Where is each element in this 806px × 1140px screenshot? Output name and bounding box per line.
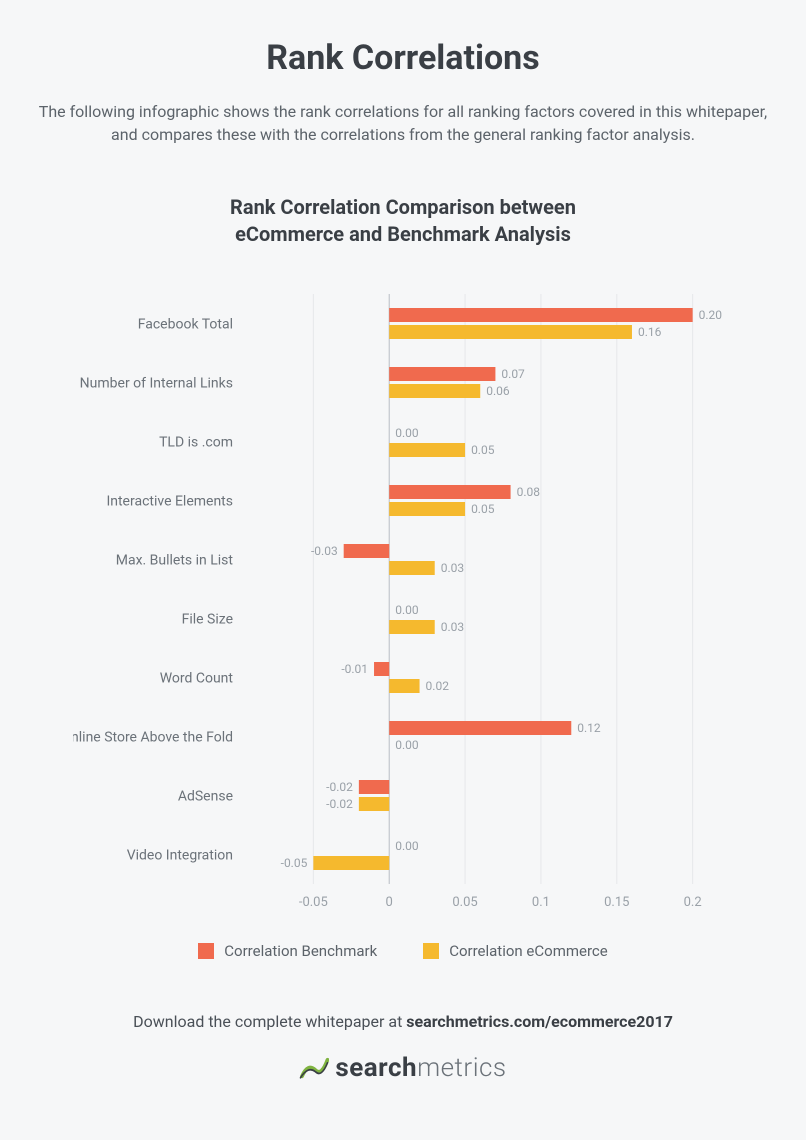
chart-title: Rank Correlation Comparison between eCom…	[30, 194, 776, 248]
svg-text:0.00: 0.00	[395, 426, 419, 440]
svg-text:0.05: 0.05	[452, 895, 477, 910]
svg-text:Interactive Elements: Interactive Elements	[106, 494, 233, 510]
logo-mark-icon	[299, 1055, 329, 1081]
page-subtitle: The following infographic shows the rank…	[33, 100, 773, 146]
logo-text-light: metrics	[417, 1053, 507, 1083]
footer-prefix: Download the complete whitepaper at	[133, 1012, 406, 1031]
svg-text:-0.02: -0.02	[326, 780, 353, 794]
svg-text:0.05: 0.05	[471, 502, 495, 516]
svg-text:0.20: 0.20	[699, 308, 723, 322]
rank-correlation-chart: -0.05 0 0.05 0.1 0.15 0.2 Facebook Total 0.20 0.…	[73, 274, 733, 924]
page-root: Rank Correlations The following infograp…	[0, 0, 806, 1113]
legend-label-ecommerce: Correlation eCommerce	[449, 942, 608, 960]
svg-text:-0.02: -0.02	[326, 797, 353, 811]
svg-text:0.00: 0.00	[395, 738, 419, 752]
svg-text:0.03: 0.03	[441, 561, 464, 575]
svg-text:-0.05: -0.05	[299, 895, 328, 910]
svg-text:Online Store Above the Fold: Online Store Above the Fold	[73, 730, 233, 746]
svg-text:Video Integration: Video Integration	[127, 848, 233, 864]
svg-text:0.00: 0.00	[395, 603, 419, 617]
svg-text:AdSense: AdSense	[178, 789, 233, 805]
svg-text:0.16: 0.16	[638, 325, 662, 339]
svg-text:Number of Internal Links: Number of Internal Links	[80, 376, 233, 392]
logo-text: searchmetrics	[335, 1053, 506, 1083]
page-title: Rank Correlations	[30, 38, 776, 78]
svg-text:0.2: 0.2	[684, 895, 702, 910]
chart-legend: Correlation Benchmark Correlation eComme…	[73, 942, 733, 960]
svg-text:Word Count: Word Count	[160, 671, 234, 687]
brand-logo: searchmetrics	[30, 1053, 776, 1083]
svg-text:-0.01: -0.01	[341, 662, 368, 676]
svg-text:Facebook Total: Facebook Total	[138, 317, 233, 333]
legend-swatch-benchmark	[198, 943, 214, 959]
chart-title-line1: Rank Correlation Comparison between	[230, 195, 576, 219]
svg-text:0.05: 0.05	[471, 443, 495, 457]
svg-text:0.1: 0.1	[532, 895, 550, 910]
svg-text:0.02: 0.02	[426, 679, 450, 693]
svg-text:0.00: 0.00	[395, 839, 419, 853]
svg-text:0.06: 0.06	[486, 384, 510, 398]
legend-swatch-ecommerce	[423, 943, 439, 959]
legend-item-benchmark: Correlation Benchmark	[198, 942, 377, 960]
svg-text:TLD is .com: TLD is .com	[159, 435, 233, 451]
chart-title-line2: eCommerce and Benchmark Analysis	[235, 222, 571, 246]
svg-text:-0.05: -0.05	[281, 856, 308, 870]
svg-text:0.15: 0.15	[604, 895, 629, 910]
logo-text-bold: search	[335, 1053, 417, 1083]
svg-text:0: 0	[386, 895, 393, 910]
footer-link: searchmetrics.com/ecommerce2017	[406, 1012, 673, 1031]
svg-text:File Size: File Size	[182, 612, 233, 628]
footer-text: Download the complete whitepaper at sear…	[30, 1012, 776, 1031]
svg-text:0.07: 0.07	[501, 367, 525, 381]
chart-container: -0.05 0 0.05 0.1 0.15 0.2 Facebook Total 0.20 0.…	[73, 274, 733, 960]
legend-label-benchmark: Correlation Benchmark	[224, 942, 377, 960]
svg-text:Max. Bullets in List: Max. Bullets in List	[116, 553, 234, 569]
svg-text:-0.03: -0.03	[311, 544, 338, 558]
svg-text:0.08: 0.08	[517, 485, 541, 499]
svg-text:0.12: 0.12	[577, 721, 601, 735]
legend-item-ecommerce: Correlation eCommerce	[423, 942, 608, 960]
svg-text:0.03: 0.03	[441, 620, 464, 634]
